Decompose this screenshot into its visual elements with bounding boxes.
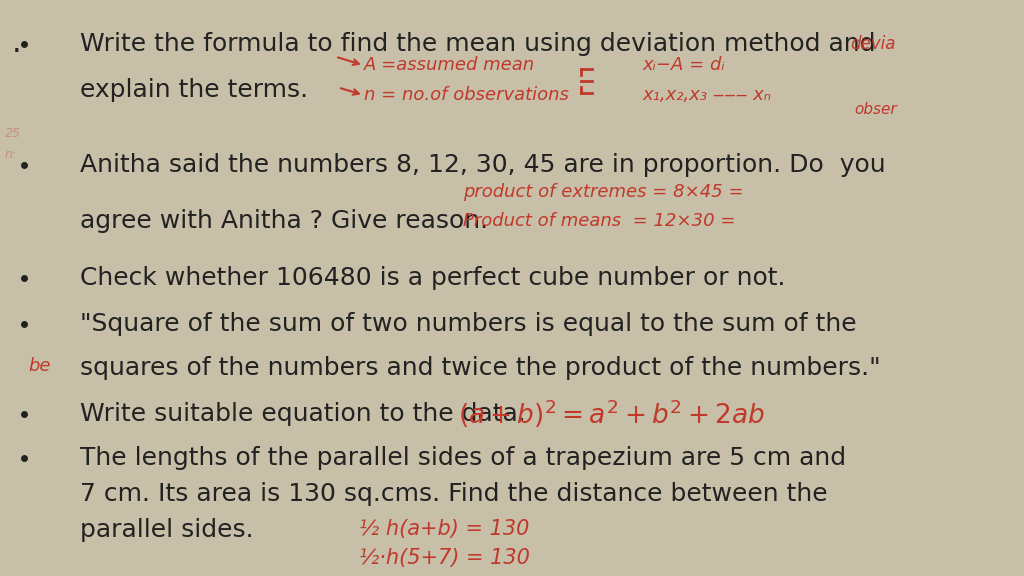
Text: 25: 25 <box>5 127 20 140</box>
Text: be: be <box>29 357 51 375</box>
Text: $(a+b)^2=a^2+b^2+2ab$: $(a+b)^2=a^2+b^2+2ab$ <box>458 398 765 430</box>
Text: product of extremes = 8×45 =: product of extremes = 8×45 = <box>463 183 743 201</box>
Text: explain the terms.: explain the terms. <box>80 78 308 102</box>
Text: ½ h(a+b) = 130: ½ h(a+b) = 130 <box>359 518 529 539</box>
Text: 7 cm. Its area is 130 sq.cms. Find the distance between the: 7 cm. Its area is 130 sq.cms. Find the d… <box>80 482 828 506</box>
Text: xᵢ−A = dᵢ: xᵢ−A = dᵢ <box>642 56 725 74</box>
Text: squares of the numbers and twice the product of the numbers.": squares of the numbers and twice the pro… <box>80 356 881 380</box>
Text: The lengths of the parallel sides of a trapezium are 5 cm and: The lengths of the parallel sides of a t… <box>80 446 847 469</box>
Text: n = no.of observations: n = no.of observations <box>364 86 568 104</box>
Text: .: . <box>11 29 20 58</box>
Text: Anitha said the numbers 8, 12, 30, 45 are in proportion. Do  you: Anitha said the numbers 8, 12, 30, 45 ar… <box>80 153 886 177</box>
Text: "Square of the sum of two numbers is equal to the sum of the: "Square of the sum of two numbers is equ… <box>80 312 857 336</box>
Text: Write suitable equation to the data.: Write suitable equation to the data. <box>80 402 526 426</box>
Text: Check whether 106480 is a perfect cube number or not.: Check whether 106480 is a perfect cube n… <box>80 266 785 290</box>
Text: ½·h(5+7) = 130: ½·h(5+7) = 130 <box>359 548 529 568</box>
Text: agree with Anitha ? Give reason.: agree with Anitha ? Give reason. <box>80 209 488 233</box>
Text: Product of means  = 12×30 =: Product of means = 12×30 = <box>463 212 735 230</box>
Text: parallel sides.: parallel sides. <box>80 518 254 541</box>
Text: Write the formula to find the mean using deviation method and: Write the formula to find the mean using… <box>80 32 876 56</box>
Text: devia: devia <box>850 35 896 53</box>
Text: obser: obser <box>855 101 897 116</box>
Text: n:: n: <box>5 148 16 161</box>
Text: A =assumed mean: A =assumed mean <box>364 56 535 74</box>
Text: x₁,x₂,x₃ ‒‒‒ xₙ: x₁,x₂,x₃ ‒‒‒ xₙ <box>642 86 771 104</box>
